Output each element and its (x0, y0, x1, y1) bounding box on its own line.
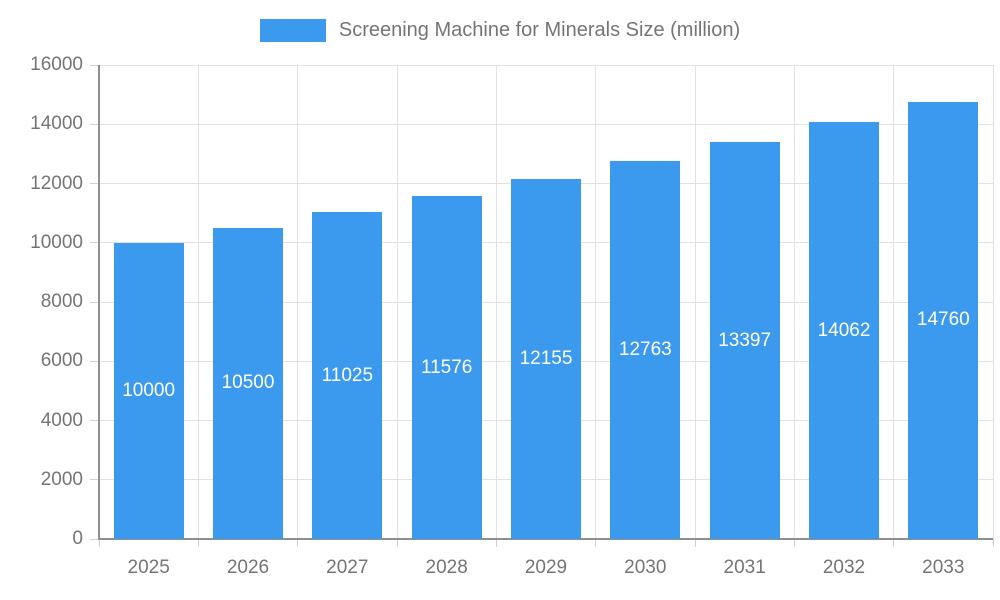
x-axis-label: 2032 (822, 557, 866, 578)
y-axis-label: 8000 (40, 291, 83, 312)
bar-value-label: 12155 (519, 347, 573, 369)
y-axis-tick (90, 479, 98, 481)
bar-2028[interactable]: 11576 (411, 196, 482, 539)
x-axis-tick (98, 539, 100, 547)
v-gridline (396, 65, 398, 539)
x-axis-tick (694, 539, 696, 547)
y-axis-tick (90, 301, 98, 303)
x-axis-label: 2033 (922, 557, 965, 578)
x-axis-tick (495, 539, 497, 547)
y-axis-label: 0 (72, 528, 83, 549)
y-axis-tick (90, 420, 98, 421)
bar-2032[interactable]: 14062 (809, 122, 879, 539)
bar-value-label: 14062 (817, 319, 871, 341)
v-gridline (893, 65, 895, 539)
bar-2026[interactable]: 10500 (213, 227, 283, 539)
bar-2025[interactable]: 10000 (113, 242, 184, 539)
x-axis-label: 2026 (226, 557, 270, 578)
y-axis-label: 2000 (40, 468, 83, 490)
y-axis-tick (90, 360, 98, 362)
x-axis-tick (893, 539, 895, 547)
bar-2031[interactable]: 13397 (709, 142, 780, 539)
v-gridline (694, 65, 696, 539)
x-axis-tick (197, 539, 199, 547)
v-gridline (495, 65, 497, 539)
h-gridline (99, 123, 993, 125)
legend[interactable]: Screening Machine for Minerals Size (mil… (0, 14, 1000, 46)
x-axis-label: 2027 (326, 557, 369, 578)
bar-2027[interactable]: 11025 (312, 212, 383, 539)
legend-swatch (259, 18, 326, 42)
bar-value-label: 14760 (916, 309, 970, 331)
x-axis-tick (396, 539, 398, 547)
bar-2030[interactable]: 12763 (610, 160, 681, 539)
x-axis-label: 2028 (425, 557, 468, 578)
v-gridline (992, 65, 994, 539)
y-axis-tick (90, 183, 98, 184)
bar-value-label: 11025 (321, 364, 374, 386)
y-axis-tick (90, 64, 98, 66)
x-axis-label: 2030 (624, 557, 667, 578)
x-axis-label: 2029 (524, 557, 568, 578)
x-axis-label: 2031 (723, 557, 766, 578)
v-gridline (793, 65, 795, 539)
bar-value-label: 12763 (618, 338, 672, 360)
x-axis-label: 2025 (127, 557, 170, 578)
bar-value-label: 10000 (122, 379, 176, 401)
legend-label: Screening Machine for Minerals Size (mil… (338, 18, 741, 41)
v-gridline (197, 65, 199, 539)
y-axis-label: 4000 (40, 409, 83, 431)
bar-value-label: 13397 (718, 329, 772, 351)
h-gridline (99, 64, 993, 66)
x-axis-tick (297, 539, 299, 547)
y-axis-tick (90, 242, 98, 244)
y-axis-label: 14000 (30, 113, 83, 135)
bar-2029[interactable]: 12155 (511, 178, 581, 539)
y-axis-line (98, 65, 100, 540)
x-axis-tick (595, 539, 597, 547)
y-axis-tick (90, 123, 98, 125)
y-axis-tick (90, 538, 98, 540)
bar-2033[interactable]: 14760 (908, 101, 979, 539)
x-axis-line (98, 538, 993, 540)
y-axis-label: 16000 (30, 54, 83, 75)
v-gridline (297, 65, 299, 539)
y-axis-label: 12000 (30, 172, 83, 194)
y-axis-label: 10000 (30, 231, 83, 253)
y-axis-label: 6000 (40, 350, 83, 372)
x-axis-tick (793, 539, 795, 547)
bar-value-label: 11576 (420, 356, 473, 378)
bar-value-label: 10500 (221, 372, 275, 394)
x-axis-tick (992, 539, 994, 547)
v-gridline (595, 65, 597, 539)
